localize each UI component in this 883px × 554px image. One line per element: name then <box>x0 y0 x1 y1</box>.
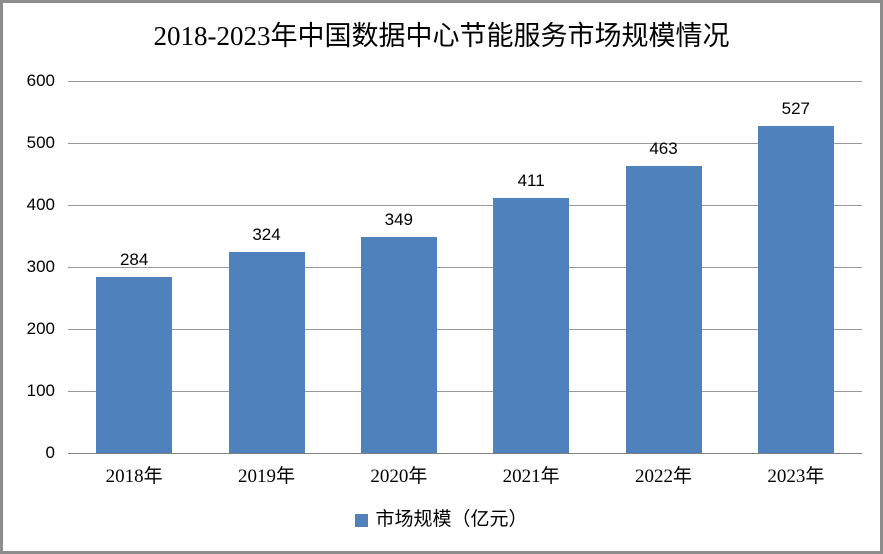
legend-label: 市场规模（亿元） <box>375 509 528 530</box>
chart-title: 2018-2023年中国数据中心节能服务市场规模情况 <box>153 21 730 51</box>
y-tick-label: 400 <box>26 195 55 214</box>
bar-value-label: 284 <box>119 249 149 269</box>
bar-value-label: 411 <box>517 171 545 191</box>
x-tick-label: 2022年 <box>634 466 692 487</box>
bar <box>228 252 305 453</box>
bar-value-label: 324 <box>252 225 281 245</box>
gridline <box>68 81 862 82</box>
chart-legend: 市场规模（亿元） <box>3 509 880 531</box>
gridline <box>68 205 862 206</box>
legend-swatch-icon <box>355 513 369 527</box>
gridline <box>68 143 862 144</box>
y-tick-label: 100 <box>26 381 55 400</box>
x-tick-label: 2019年 <box>237 466 295 487</box>
gridline <box>68 391 862 392</box>
bar-value-label: 463 <box>649 138 678 158</box>
y-tick-label: 600 <box>26 71 55 90</box>
y-tick-label: 0 <box>45 443 55 462</box>
y-tick-label: 300 <box>26 257 55 276</box>
x-tick-label: 2021年 <box>502 466 560 487</box>
x-tick-label: 2020年 <box>370 466 428 487</box>
plot-area: 0 100 200 300 400 500 600 284 2018年 324 2019年 349 20… <box>3 3 880 551</box>
x-axis-line <box>68 453 862 454</box>
x-tick-label: 2018年 <box>105 466 163 487</box>
y-tick-label: 500 <box>26 133 55 152</box>
bar-value-label: 349 <box>384 209 414 229</box>
bar <box>96 276 173 453</box>
bar <box>493 198 570 453</box>
bar <box>625 165 702 453</box>
bar <box>360 236 437 453</box>
bar <box>757 126 834 453</box>
x-tick-label: 2023年 <box>767 466 825 487</box>
gridline <box>68 329 862 330</box>
gridline <box>68 267 862 268</box>
y-tick-label: 200 <box>26 319 55 338</box>
bar-value-label: 527 <box>781 99 811 119</box>
